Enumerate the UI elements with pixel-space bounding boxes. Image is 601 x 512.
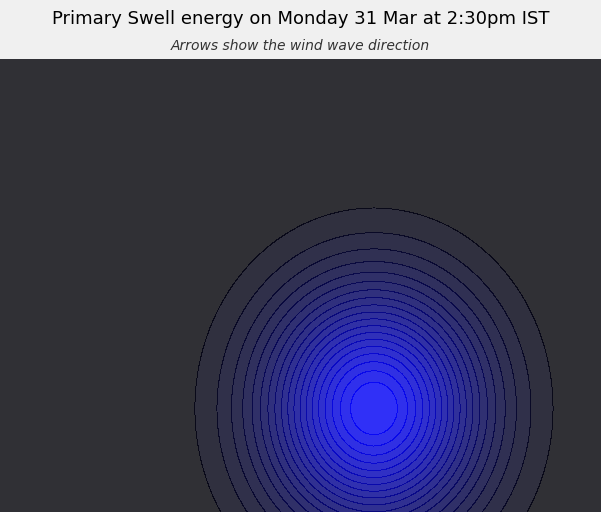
Text: Primary Swell energy on Monday 31 Mar at 2:30pm IST: Primary Swell energy on Monday 31 Mar at…: [52, 10, 549, 28]
Text: Arrows show the wind wave direction: Arrows show the wind wave direction: [171, 39, 430, 53]
